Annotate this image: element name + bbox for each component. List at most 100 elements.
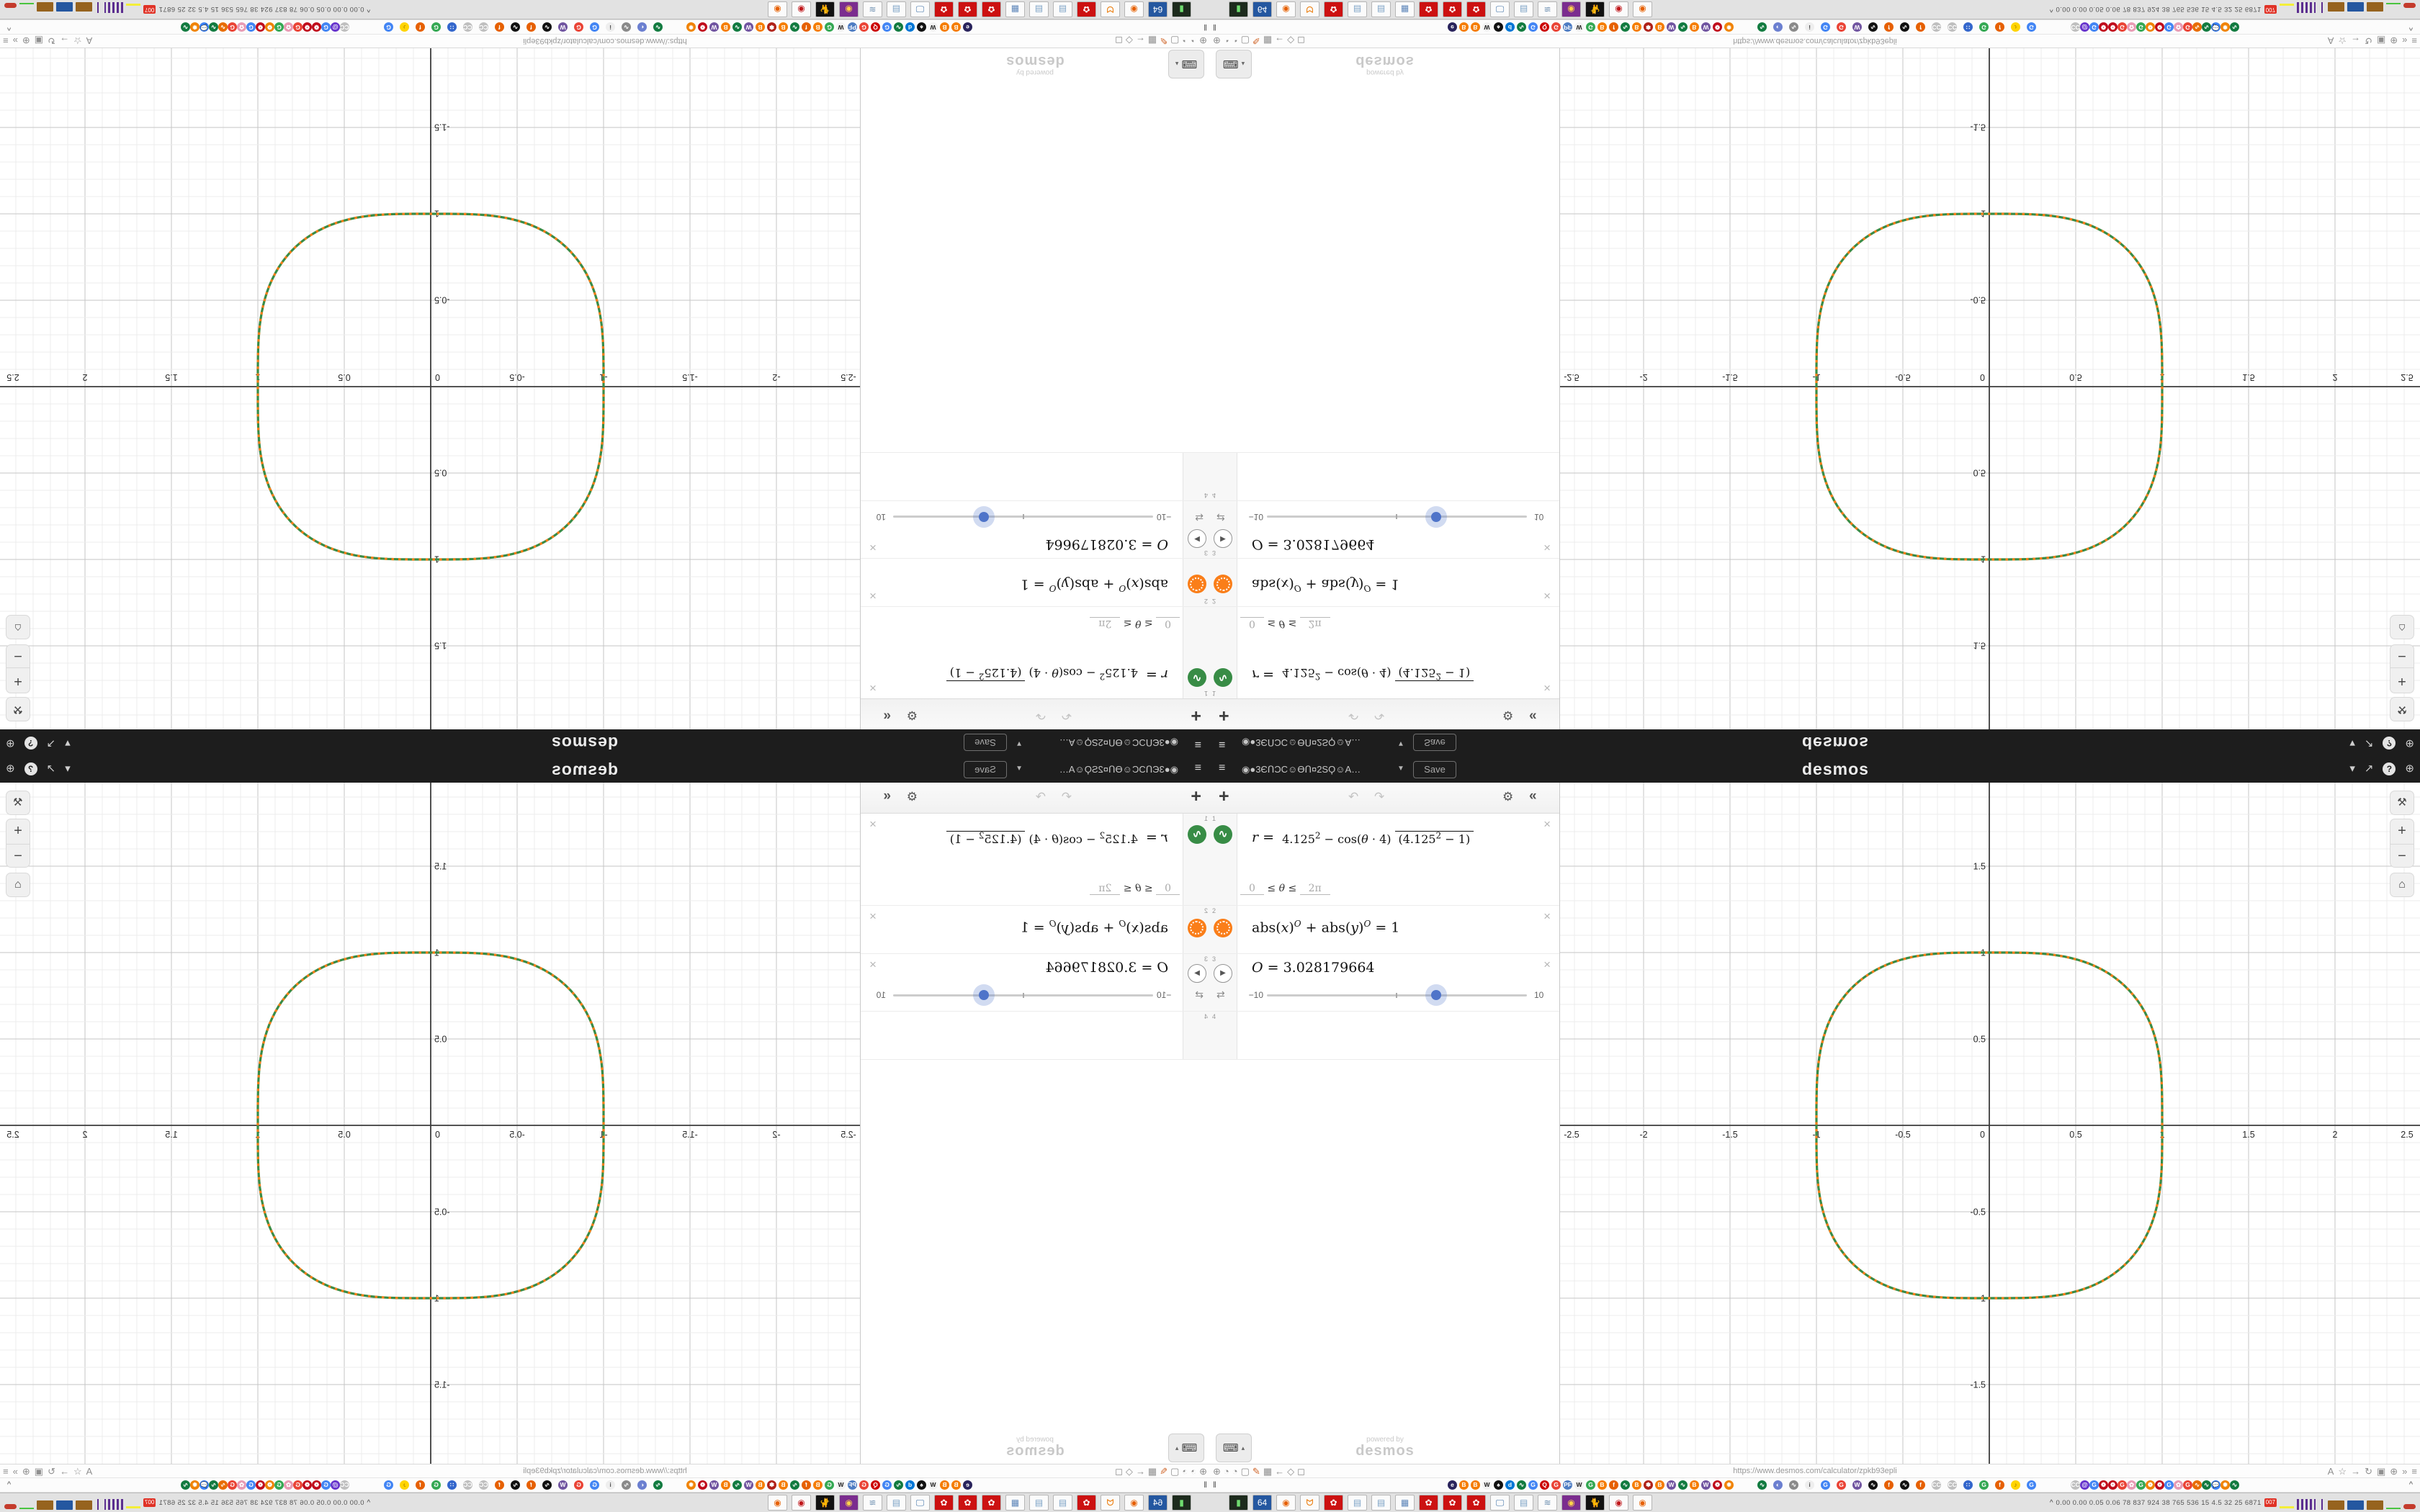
expression-3-equation[interactable]: O = 3.028179664 xyxy=(1252,536,1375,552)
gear-app-icon[interactable]: ✿ xyxy=(1443,1495,1462,1511)
browser-tab-favicon[interactable]: ∿ xyxy=(894,1480,903,1490)
slider-track[interactable] xyxy=(1267,506,1527,528)
notepad-app-icon[interactable]: ▤ xyxy=(1053,1495,1072,1511)
browser-tab-favicon[interactable]: G xyxy=(1586,1480,1595,1490)
browser-tab-favicon[interactable]: CC xyxy=(463,1480,472,1490)
browser-tab-favicon[interactable]: ❁ xyxy=(256,1480,265,1490)
default-view-home-button[interactable]: ⌂ xyxy=(6,873,30,897)
browser-tab-favicon[interactable]: G xyxy=(431,22,441,32)
browser-tab-favicon[interactable]: W xyxy=(744,22,753,32)
expression-row-2[interactable]: 2 abs(x)O + abs(y)O = 1 × xyxy=(861,906,1210,954)
browser-tab-favicon[interactable]: f xyxy=(416,22,425,32)
browser-tab-favicon[interactable]: f xyxy=(526,1480,536,1490)
zoom-in-button[interactable]: + xyxy=(2398,823,2406,839)
expression-row-3[interactable]: 3 ▶ ⇄ O = 3.028179664 −10 xyxy=(861,954,1210,1012)
slider-min-label[interactable]: −10 xyxy=(1248,990,1263,1000)
graph-paper[interactable]: -2.5 -2 -1.5 -1 -0.5 0.5 1 1.5 2 2.5 1.5 1 0.5 -0.5 -1… xyxy=(0,48,860,729)
browser-tab-favicon[interactable]: e xyxy=(963,22,972,32)
help-icon[interactable]: ? xyxy=(24,737,37,750)
browser-tab-favicon[interactable]: B xyxy=(721,22,730,32)
browser-tab-favicon[interactable]: G xyxy=(2118,22,2127,32)
expression-2-equation[interactable]: abs(x)O + abs(y)O = 1 xyxy=(1020,919,1168,936)
cat-app-icon[interactable]: 🐈 xyxy=(815,1495,835,1511)
tab-overflow-caret-icon[interactable]: ^ xyxy=(2408,1480,2413,1489)
browser-tab-favicon[interactable]: ∷ xyxy=(447,1480,457,1490)
browser-tab-favicon[interactable]: W xyxy=(1667,22,1676,32)
browser-tab-favicon[interactable]: ❁ xyxy=(1713,22,1722,32)
terminal-app-icon[interactable]: ▮ xyxy=(1229,1,1248,17)
browser-tab-favicon[interactable]: ∿ xyxy=(1621,1480,1630,1490)
expression-2-equation[interactable]: abs(x)O + abs(y)O = 1 xyxy=(1252,576,1400,593)
close-icon[interactable]: × xyxy=(1543,817,1551,831)
domain-max-field[interactable]: 2π xyxy=(1090,883,1121,895)
browser-tab-favicon[interactable]: PF xyxy=(848,22,857,32)
browser-tab-favicon[interactable]: G xyxy=(1821,22,1830,32)
expression-row-4[interactable]: 4 xyxy=(861,1012,1210,1060)
browser-tab-favicon[interactable]: f xyxy=(416,1480,425,1490)
browser-tab-favicon[interactable]: B xyxy=(721,1480,730,1490)
browser-tab-favicon[interactable]: ∿ xyxy=(1900,22,1909,32)
graph-settings-wrench-button[interactable]: ⚒ xyxy=(2390,697,2414,721)
row-gutter[interactable]: 3 ▶ ⇄ xyxy=(1183,501,1210,558)
shield-icon[interactable]: ◇ xyxy=(1287,1466,1295,1477)
graph-canvas[interactable]: -2.5-2-1.5-1-0.50.511.522.51.510.5-0.5-1… xyxy=(0,783,860,1464)
browser-tab-favicon[interactable]: G xyxy=(1837,1480,1846,1490)
caret-down-icon[interactable]: ▾ xyxy=(65,762,71,775)
row-gutter[interactable]: 2 xyxy=(1183,906,1210,953)
browser-tab-favicon[interactable]: ✹ xyxy=(190,1480,200,1490)
expression-row-1[interactable]: 1 ∿ r = 4.1252 − cos(θ · 4)(4.1252 − 1) … xyxy=(861,606,1210,698)
browser-tab-favicon[interactable]: ∿ xyxy=(1517,22,1526,32)
share-icon[interactable]: ↗ xyxy=(2364,762,2374,775)
browser-tab-favicon[interactable]: ❁ xyxy=(2099,1480,2108,1490)
expression-2-equation[interactable]: abs(x)O + abs(y)O = 1 xyxy=(1252,919,1400,936)
slider-track[interactable] xyxy=(1267,984,1527,1006)
browser-tab-favicon[interactable]: ∿ xyxy=(511,1480,520,1490)
title-caret-icon[interactable]: ▼ xyxy=(1397,739,1404,747)
terminal-app-icon[interactable]: ▮ xyxy=(1229,1495,1248,1511)
browser-tab-favicon[interactable]: CC xyxy=(340,1480,349,1490)
collapse-panel-icon[interactable]: « xyxy=(1529,788,1537,804)
browser-tab-favicon[interactable]: f xyxy=(1884,1480,1894,1490)
save-button[interactable]: Save xyxy=(1413,734,1456,751)
expression-2-equation[interactable]: abs(x)O + abs(y)O = 1 xyxy=(1020,576,1168,593)
browser-tab-favicon[interactable]: W xyxy=(709,1480,719,1490)
bookmark-star-icon[interactable]: ☆ xyxy=(2338,1466,2347,1477)
browser-tab-favicon[interactable]: 💬 xyxy=(2211,22,2220,32)
slider-play-button[interactable]: ▶ xyxy=(1188,964,1206,983)
polar-curve-icon[interactable]: ∿ xyxy=(1188,825,1206,844)
browser-tab-favicon[interactable]: ♪ xyxy=(2011,22,2020,32)
slider-handle[interactable] xyxy=(1431,512,1441,522)
browser-tab-favicon[interactable]: ✿ xyxy=(2127,22,2136,32)
redo-icon[interactable]: ↷ xyxy=(1035,790,1046,804)
browser-tab-favicon[interactable]: ❁ xyxy=(256,22,265,32)
domain-min-field[interactable]: 0 xyxy=(1240,883,1264,895)
expression-row-4[interactable]: 4 xyxy=(1210,1012,1559,1060)
calculator-app-icon[interactable]: ▦ xyxy=(1395,1,1415,17)
slider-play-button[interactable]: ▶ xyxy=(1214,529,1232,548)
gear-app-icon[interactable]: ✿ xyxy=(1077,1,1096,17)
browser-tab-favicon[interactable]: B xyxy=(940,1480,949,1490)
browser-tab-favicon[interactable]: W xyxy=(1574,22,1584,32)
redo-icon[interactable]: ↷ xyxy=(1035,708,1046,722)
browser-tab-favicon[interactable]: B xyxy=(756,1480,765,1490)
browser-tab-favicon[interactable]: ∿ xyxy=(2202,1480,2211,1490)
browser-tab-favicon[interactable]: B xyxy=(1471,1480,1480,1490)
bookmark-star-icon[interactable]: ☆ xyxy=(73,1466,82,1477)
expression-row-1[interactable]: 1 ∿ r = 4.1252 − cos(θ · 4)(4.1252 − 1) … xyxy=(1210,814,1559,906)
expression-3-equation[interactable]: O = 3.028179664 xyxy=(1045,536,1168,552)
browser-tab-favicon[interactable]: ♪ xyxy=(2011,1480,2020,1490)
browser-tab-favicon[interactable]: B xyxy=(1690,22,1699,32)
browser-tab-favicon[interactable]: B xyxy=(951,1480,961,1490)
browser-tab-favicon[interactable]: G xyxy=(2183,22,2192,32)
hamburger-menu-icon[interactable]: ≡ xyxy=(1193,762,1201,774)
bookmark-star-icon[interactable]: ☆ xyxy=(73,35,82,46)
tray-caret-icon[interactable]: ^ xyxy=(2049,1498,2053,1507)
gear-app-icon[interactable]: ✿ xyxy=(934,1495,954,1511)
browser-tab-favicon[interactable]: ∿ xyxy=(2192,22,2202,32)
slider-play-button[interactable]: ▶ xyxy=(1214,964,1232,983)
domain-max-field[interactable]: 2π xyxy=(1299,617,1330,629)
browser-tab-favicon[interactable]: ∿ xyxy=(732,1480,742,1490)
notepad-app-icon[interactable]: ▤ xyxy=(1029,1495,1049,1511)
